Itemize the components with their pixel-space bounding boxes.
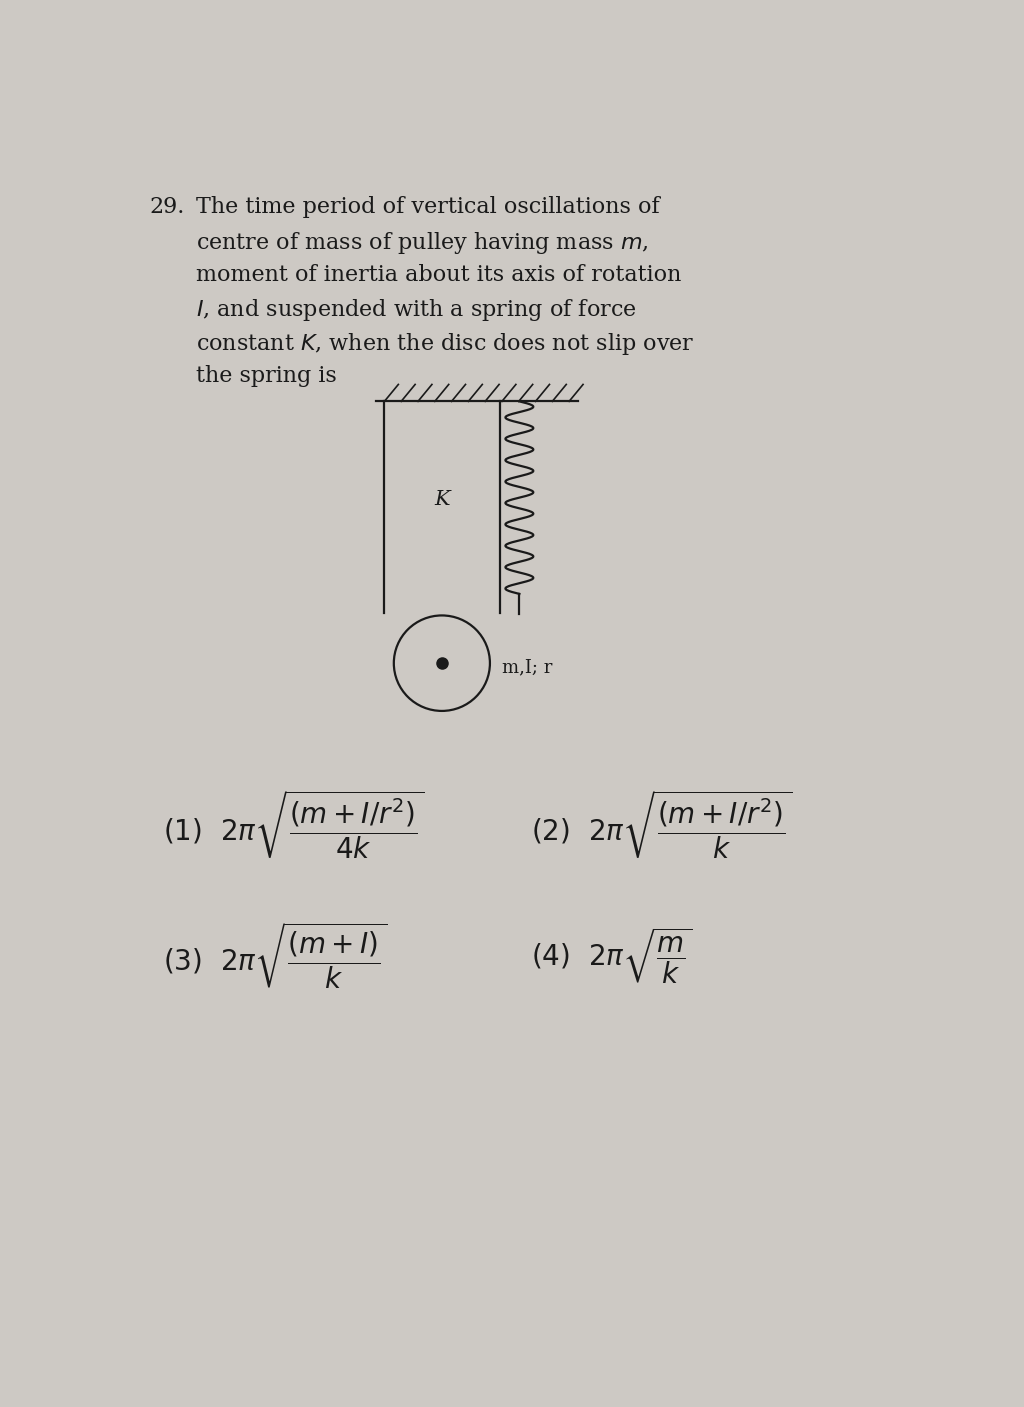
- Text: $I$, and suspended with a spring of force: $I$, and suspended with a spring of forc…: [197, 297, 637, 324]
- Text: constant $K$, when the disc does not slip over: constant $K$, when the disc does not sli…: [197, 331, 694, 357]
- Text: $(1)\ \ 2\pi\sqrt{\dfrac{\left(m+I/r^{2}\right)}{4k}}$: $(1)\ \ 2\pi\sqrt{\dfrac{\left(m+I/r^{2}…: [163, 789, 424, 861]
- Text: $(3)\ \ 2\pi\sqrt{\dfrac{\left(m+I\right)}{k}}$: $(3)\ \ 2\pi\sqrt{\dfrac{\left(m+I\right…: [163, 920, 387, 991]
- Text: the spring is: the spring is: [197, 366, 337, 387]
- Text: K: K: [434, 490, 450, 509]
- Text: The time period of vertical oscillations of: The time period of vertical oscillations…: [197, 196, 659, 218]
- Text: $(4)\ \ 2\pi\sqrt{\dfrac{m}{k}}$: $(4)\ \ 2\pi\sqrt{\dfrac{m}{k}}$: [531, 926, 693, 986]
- Text: centre of mass of pulley having mass $m$,: centre of mass of pulley having mass $m$…: [197, 229, 649, 256]
- Text: 29.: 29.: [150, 196, 185, 218]
- Text: m,I; r: m,I; r: [502, 658, 552, 675]
- Text: moment of inertia about its axis of rotation: moment of inertia about its axis of rota…: [197, 263, 682, 286]
- Text: $(2)\ \ 2\pi\sqrt{\dfrac{\left(m+I/r^{2}\right)}{k}}$: $(2)\ \ 2\pi\sqrt{\dfrac{\left(m+I/r^{2}…: [531, 789, 793, 861]
